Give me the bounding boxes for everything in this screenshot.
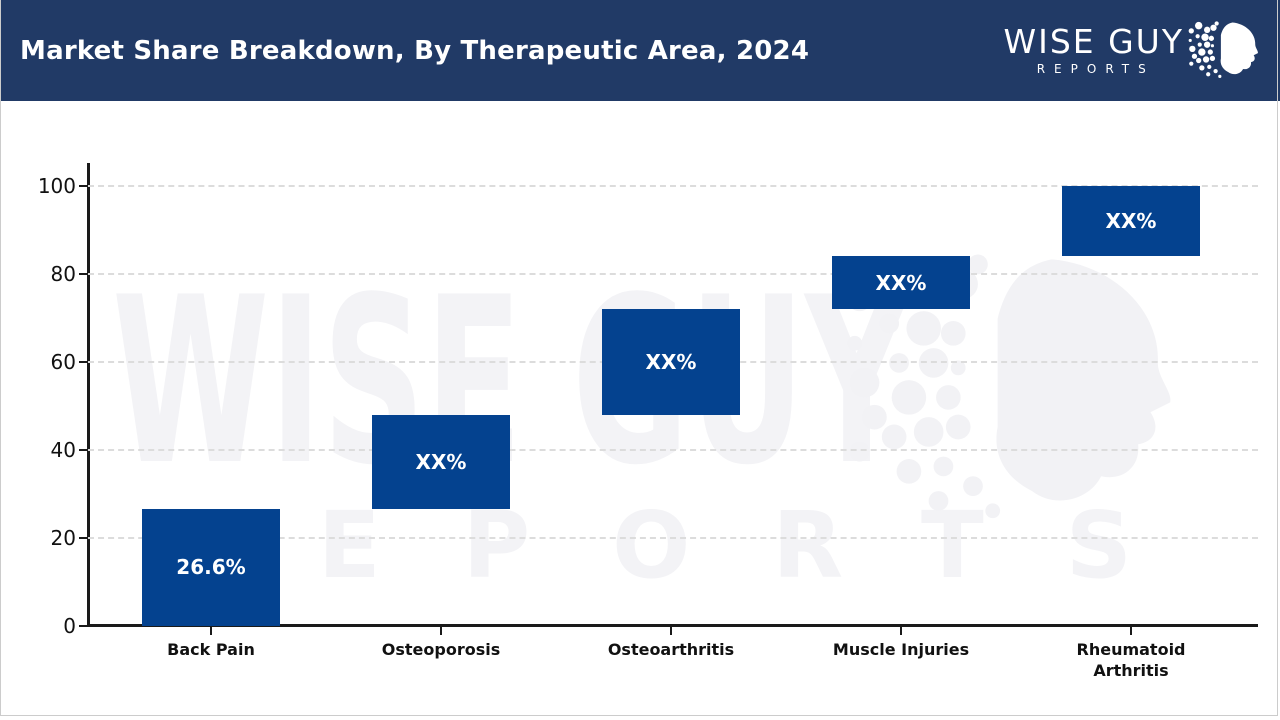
x-axis-label-osteoarthritis: Osteoarthritis [607, 640, 735, 659]
header-bar: Market Share Breakdown, By Therapeutic A… [0, 0, 1280, 101]
gridline-100 [88, 185, 1258, 187]
brand-subname: REPORTS [1036, 62, 1155, 76]
y-tick-label-20: 20 [50, 526, 76, 550]
bar-osteoarthritis: XX% [602, 309, 740, 415]
x-tick-mark-muscle-injuries [900, 627, 902, 635]
bar-value-label-osteoporosis: XX% [415, 449, 467, 474]
y-tick-mark-20 [79, 537, 88, 539]
y-tick-label-60: 60 [50, 350, 76, 374]
gridline-80 [88, 273, 1258, 275]
bar-value-label-osteoarthritis: XX% [645, 349, 697, 374]
brand-logo-text: WISE GUY REPORTS [1003, 25, 1184, 76]
x-tick-mark-osteoporosis [440, 627, 442, 635]
gridline-40 [88, 449, 1258, 451]
y-tick-mark-80 [79, 273, 88, 275]
y-tick-label-100: 100 [37, 174, 76, 198]
y-tick-label-0: 0 [63, 614, 76, 638]
x-tick-mark-back-pain [210, 627, 212, 635]
y-tick-mark-0 [79, 625, 88, 627]
bar-value-label-back-pain: 26.6% [176, 555, 246, 580]
bar-osteoporosis: XX% [372, 414, 510, 509]
bar-back-pain: 26.6% [142, 508, 280, 626]
brand-logo: WISE GUY REPORTS [1003, 10, 1260, 92]
x-axis-label-rheumatoid-arthritis: Rheumatoid Arthritis [1076, 640, 1186, 680]
gridline-20 [88, 537, 1258, 539]
watermark-text: WISE GUY [112, 249, 909, 516]
y-axis-line [87, 163, 90, 627]
x-axis-line [87, 624, 1258, 627]
x-tick-mark-osteoarthritis [670, 627, 672, 635]
y-tick-mark-40 [79, 449, 88, 451]
bar-muscle-injuries: XX% [832, 256, 970, 310]
bar-rheumatoid-arthritis: XX% [1062, 186, 1200, 257]
brand-name: WISE GUY [1003, 22, 1184, 61]
x-axis-label-back-pain: Back Pain [167, 640, 255, 659]
y-tick-label-40: 40 [50, 438, 76, 462]
y-tick-label-80: 80 [50, 262, 76, 286]
x-tick-mark-rheumatoid-arthritis [1130, 627, 1132, 635]
y-tick-mark-100 [79, 185, 88, 187]
watermark-subtext: REPORTS [165, 492, 1215, 599]
y-tick-mark-60 [79, 361, 88, 363]
bar-value-label-muscle-injuries: XX% [875, 270, 927, 295]
x-axis-label-osteoporosis: Osteoporosis [381, 640, 501, 659]
x-axis-label-muscle-injuries: Muscle Injuries [832, 640, 970, 659]
bar-value-label-rheumatoid-arthritis: XX% [1105, 209, 1157, 234]
page-title: Market Share Breakdown, By Therapeutic A… [20, 35, 810, 66]
brand-face-icon [1186, 10, 1260, 92]
